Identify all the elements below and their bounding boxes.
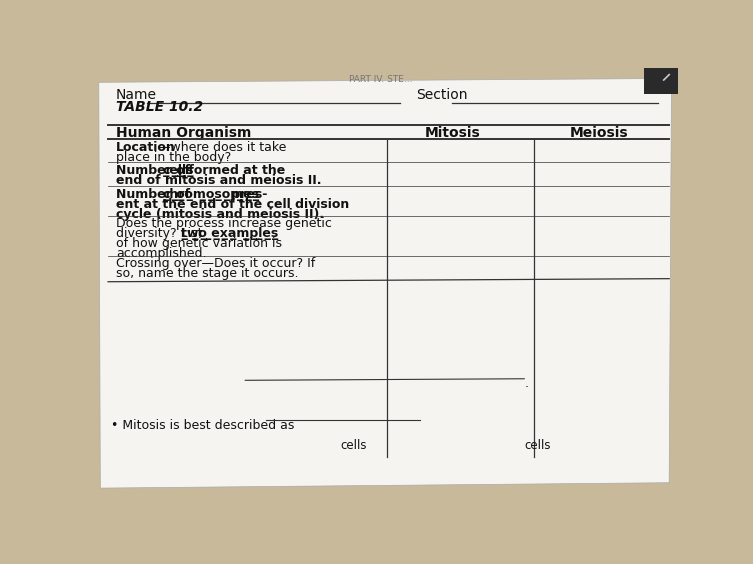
Polygon shape <box>645 68 678 94</box>
Text: Human Organism: Human Organism <box>116 126 252 140</box>
Text: cells: cells <box>340 439 367 452</box>
Text: t̲w̲o̲ ̲e̲x̲a̲m̲p̲l̲e̲s̲: t̲w̲o̲ ̲e̲x̲a̲m̲p̲l̲e̲s̲ <box>181 227 278 240</box>
Text: accomplished.: accomplished. <box>116 247 206 260</box>
Text: Mitosis: Mitosis <box>424 126 480 140</box>
Text: Location: Location <box>116 141 175 154</box>
Text: Name: Name <box>116 87 157 102</box>
Text: ent at the end of the cell division: ent at the end of the cell division <box>116 198 349 211</box>
Polygon shape <box>99 78 672 488</box>
Text: Meiosis: Meiosis <box>570 126 629 140</box>
Text: diversity? List: diversity? List <box>116 227 206 240</box>
Text: end of mitosis and meiosis II.: end of mitosis and meiosis II. <box>116 174 322 187</box>
Text: TABLE 10.2: TABLE 10.2 <box>116 100 203 114</box>
Text: c̲h̲r̲o̲m̲o̲s̲o̲m̲e̲s̲: c̲h̲r̲o̲m̲o̲s̲o̲m̲e̲s̲ <box>163 188 260 201</box>
Text: c̲e̲l̲l̲s̲: c̲e̲l̲l̲s̲ <box>163 164 194 177</box>
Text: cells: cells <box>524 439 550 452</box>
Text: formed at the: formed at the <box>184 164 285 177</box>
Text: cycle (mitosis and meiosis II).: cycle (mitosis and meiosis II). <box>116 208 324 221</box>
Text: —where does it take: —where does it take <box>157 141 286 154</box>
Text: pres-: pres- <box>227 188 267 201</box>
Text: of how genetic variation is: of how genetic variation is <box>116 237 282 250</box>
Text: Number of: Number of <box>116 164 194 177</box>
Text: .: . <box>524 377 529 390</box>
Text: Number of: Number of <box>116 188 194 201</box>
Text: place in the body?: place in the body? <box>116 151 231 164</box>
Text: Section: Section <box>416 87 468 102</box>
Text: PART IV. STE...: PART IV. STE... <box>349 74 413 83</box>
Text: Does the process increase genetic: Does the process increase genetic <box>116 217 332 230</box>
Text: so, name the stage it occurs.: so, name the stage it occurs. <box>116 267 298 280</box>
Text: Crossing over—Does it occur? If: Crossing over—Does it occur? If <box>116 257 315 270</box>
Text: • Mitosis is best described as: • Mitosis is best described as <box>111 419 298 432</box>
